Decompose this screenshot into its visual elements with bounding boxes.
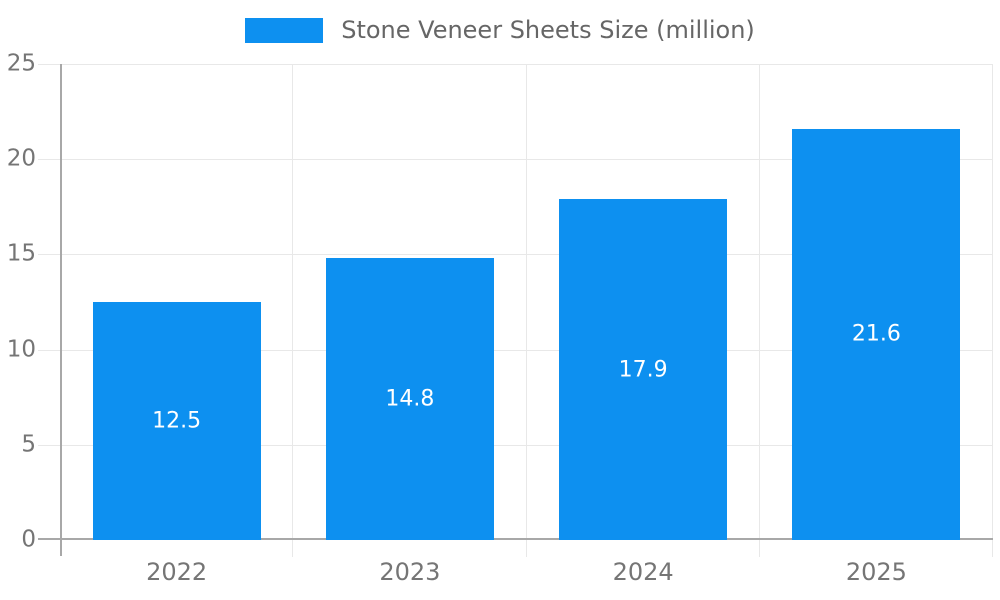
bar-value-label: 12.5 [152,408,202,434]
bar-2024[interactable]: 17.9 [559,199,728,540]
y-axis-tick-label: 5 [21,431,36,458]
y-axis-tick-label: 10 [6,336,36,363]
y-gridline [38,159,993,161]
x-axis-tick-label: 2025 [845,558,907,586]
x-axis-tick-label: 2024 [612,558,674,586]
y-gridline [38,64,993,65]
y-axis-tick-label: 20 [6,145,36,172]
bar-value-label: 17.9 [618,357,668,383]
bar-2022[interactable]: 12.5 [92,302,261,540]
chart-legend[interactable]: Stone Veneer Sheets Size (million) [0,16,1000,44]
x-axis-tick-label: 2023 [379,558,441,586]
y-axis-tick-label: 25 [6,50,36,77]
bar-2025[interactable]: 21.6 [792,128,961,540]
y-axis-tick-label: 0 [21,526,36,553]
y-gridline [38,444,993,446]
legend-label: Stone Veneer Sheets Size (million) [341,16,755,44]
bar-value-label: 21.6 [851,321,901,347]
y-gridline [38,254,993,256]
y-axis-tick-label: 15 [6,240,36,267]
plot-area: 12.5 14.8 17.9 21.6 [38,64,993,557]
category-separator-line [992,64,993,557]
bar-value-label: 14.8 [385,386,435,412]
x-axis-tick-label: 2022 [146,558,208,586]
category-separator-line [292,64,294,557]
bar-2023[interactable]: 14.8 [325,258,494,540]
legend-swatch [245,17,324,43]
category-separator-line [758,64,760,557]
y-axis-line [60,64,62,556]
x-axis-line [38,538,993,540]
y-gridline [38,349,993,351]
category-separator-line [525,64,527,557]
